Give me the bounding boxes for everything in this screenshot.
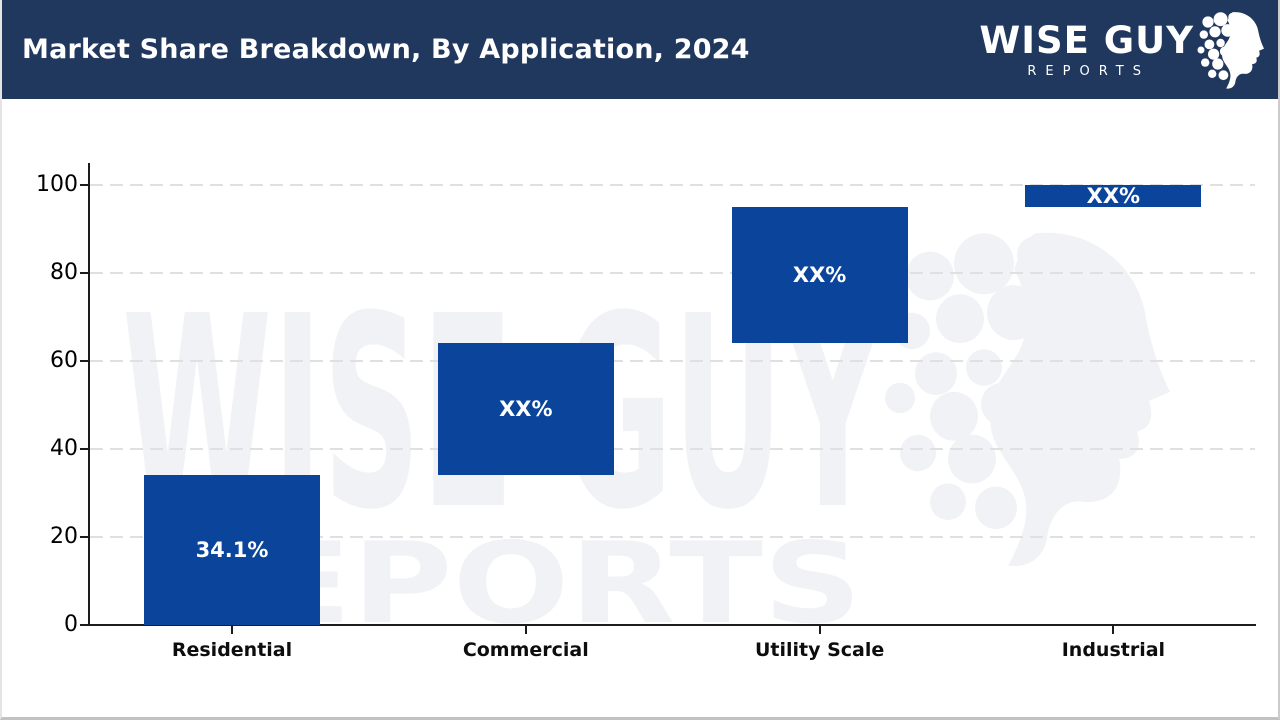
logo-name: WISE GUY (979, 18, 1194, 62)
gridline-60 (90, 360, 1255, 362)
header-bar: Market Share Breakdown, By Application, … (2, 0, 1278, 99)
y-tick-label-80: 80 (50, 260, 78, 285)
y-tick-label-60: 60 (50, 348, 78, 373)
gridline-80 (90, 272, 1255, 274)
y-tick-40 (80, 448, 88, 450)
x-axis-line (88, 624, 1256, 626)
y-tick-label-0: 0 (64, 612, 78, 637)
x-tick-4 (1112, 626, 1115, 634)
y-tick-0 (80, 624, 88, 626)
y-tick-100 (80, 184, 88, 186)
x-tick-label-commercial: Commercial (462, 639, 589, 661)
page-title: Market Share Breakdown, By Application, … (22, 34, 750, 65)
logo-subtitle: REPORTS (1027, 63, 1150, 79)
logo-text: WISE GUY REPORTS (979, 22, 1194, 78)
x-tick-label-utility-scale: Utility Scale (754, 639, 885, 661)
y-tick-label-40: 40 (50, 436, 78, 461)
y-tick-80 (80, 272, 88, 274)
bar-commercial: XX% (437, 342, 614, 475)
gridline-40 (90, 448, 1255, 450)
bar-utility-scale: XX% (731, 207, 908, 343)
watermark-head-icon (885, 232, 1170, 567)
x-tick-1 (231, 626, 233, 634)
y-tick-60 (80, 360, 88, 362)
bar-industrial: XX% (1025, 185, 1202, 207)
x-tick-2 (524, 626, 527, 634)
x-tick-3 (818, 626, 821, 634)
y-tick-label-20: 20 (50, 524, 78, 549)
y-tick-label-100: 100 (36, 172, 78, 197)
bar-residential: 34.1% (144, 474, 320, 625)
x-tick-label-industrial: Industrial (1061, 639, 1166, 661)
logo-head-icon (1197, 11, 1264, 89)
x-tick-label-residential: Residential (171, 639, 293, 661)
gridline-100 (90, 184, 1255, 186)
logo: WISE GUY REPORTS (979, 8, 1268, 92)
y-tick-20 (80, 536, 88, 538)
gridline-20 (90, 536, 1255, 538)
y-axis-line (88, 163, 90, 626)
